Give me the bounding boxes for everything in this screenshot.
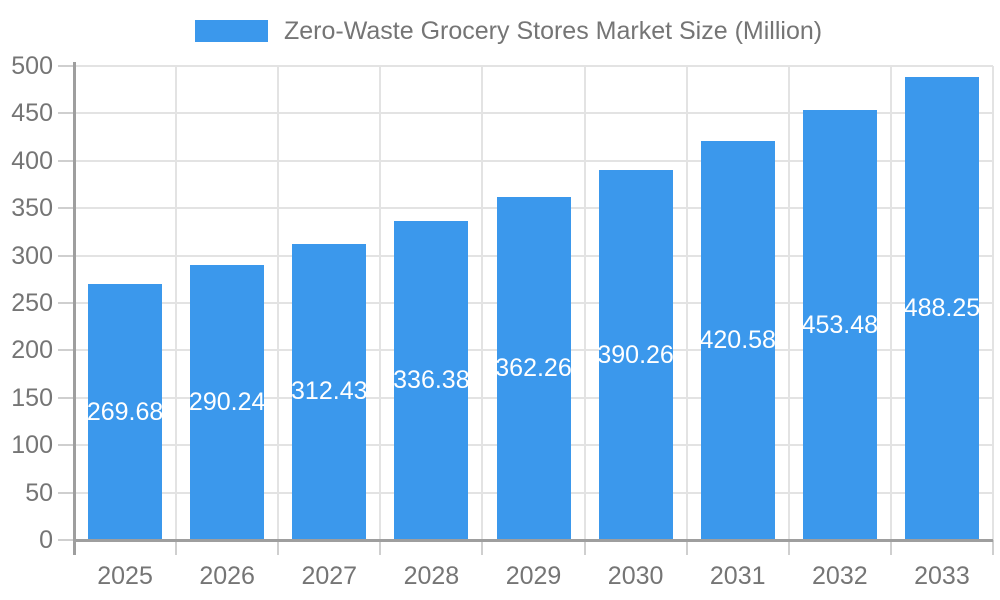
axis-tick-x bbox=[379, 540, 382, 555]
y-axis-label: 400 bbox=[11, 146, 53, 175]
bar bbox=[496, 196, 571, 540]
axis-tick-x bbox=[787, 540, 790, 555]
grid-line-v bbox=[481, 66, 484, 540]
y-axis-label: 450 bbox=[11, 99, 53, 128]
y-axis-label: 200 bbox=[11, 336, 53, 365]
grid-line-v bbox=[175, 66, 178, 540]
axis-tick-y bbox=[58, 396, 74, 399]
bar-value-label: 312.43 bbox=[291, 377, 368, 406]
chart-legend: Zero-Waste Grocery Stores Market Size (M… bbox=[0, 0, 1000, 50]
axis-tick-x bbox=[992, 540, 994, 555]
axis-tick-y bbox=[58, 349, 74, 352]
axis-tick-x bbox=[277, 540, 280, 555]
legend-label: Zero-Waste Grocery Stores Market Size (M… bbox=[284, 17, 823, 45]
bar bbox=[700, 141, 775, 540]
x-axis-label: 2029 bbox=[505, 562, 562, 590]
axis-tick-y bbox=[58, 302, 74, 304]
y-axis-label: 0 bbox=[39, 526, 53, 554]
axis-tick-y bbox=[58, 207, 74, 210]
y-axis-label: 150 bbox=[11, 383, 53, 412]
y-axis-label: 350 bbox=[11, 194, 53, 223]
axis-tick-y bbox=[58, 159, 74, 162]
x-axis-label: 2025 bbox=[97, 562, 153, 590]
legend-swatch bbox=[195, 20, 268, 42]
y-axis-label: 500 bbox=[11, 52, 53, 80]
axis-tick-y bbox=[58, 491, 74, 494]
grid-line-v bbox=[787, 66, 790, 540]
y-axis-label: 100 bbox=[11, 431, 53, 460]
grid-line-h bbox=[74, 159, 993, 162]
bar bbox=[904, 77, 979, 540]
bar-value-label: 362.26 bbox=[495, 353, 572, 382]
x-axis-label: 2032 bbox=[812, 562, 868, 590]
x-axis-label: 2027 bbox=[301, 562, 358, 590]
bar-value-label: 453.48 bbox=[801, 310, 879, 339]
grid-line-h bbox=[74, 112, 993, 115]
x-axis-line bbox=[72, 538, 993, 542]
x-axis-label: 2028 bbox=[403, 562, 460, 590]
axis-tick-y bbox=[58, 112, 74, 115]
bar-value-label: 269.68 bbox=[86, 397, 164, 426]
bar bbox=[292, 243, 367, 540]
bar-value-label: 336.38 bbox=[393, 366, 470, 395]
axis-tick-y bbox=[58, 65, 74, 67]
bar bbox=[88, 284, 163, 540]
grid-line-v bbox=[685, 66, 688, 540]
y-axis-line bbox=[72, 62, 76, 555]
axis-tick-x bbox=[583, 540, 586, 555]
bar bbox=[802, 110, 877, 540]
bar bbox=[394, 221, 469, 540]
x-axis-label: 2033 bbox=[914, 562, 970, 590]
grid-line-v bbox=[277, 66, 280, 540]
bar-value-label: 390.26 bbox=[597, 340, 674, 369]
x-axis-label: 2031 bbox=[709, 562, 766, 590]
grid-line-h bbox=[74, 65, 993, 67]
x-axis-label: 2026 bbox=[199, 562, 255, 590]
grid-line-v bbox=[379, 66, 382, 540]
axis-tick-y bbox=[58, 539, 74, 541]
axis-tick-x bbox=[889, 540, 892, 555]
y-axis-label: 50 bbox=[25, 478, 53, 507]
axis-tick-y bbox=[58, 444, 74, 447]
bar bbox=[190, 264, 265, 540]
axis-tick-x bbox=[481, 540, 484, 555]
y-axis-label: 300 bbox=[11, 241, 53, 270]
bar bbox=[598, 170, 673, 540]
bar-value-label: 488.25 bbox=[903, 294, 981, 323]
axis-tick-x bbox=[685, 540, 688, 555]
x-axis-label: 2030 bbox=[607, 562, 664, 590]
axis-tick-y bbox=[58, 254, 74, 257]
bar-value-label: 420.58 bbox=[699, 326, 776, 355]
grid-line-v bbox=[889, 66, 892, 540]
axis-tick-x bbox=[175, 540, 178, 555]
grid-line-v bbox=[583, 66, 586, 540]
y-axis-label: 250 bbox=[11, 289, 53, 317]
bar-value-label: 290.24 bbox=[188, 387, 266, 416]
grid-line-v bbox=[992, 66, 994, 540]
